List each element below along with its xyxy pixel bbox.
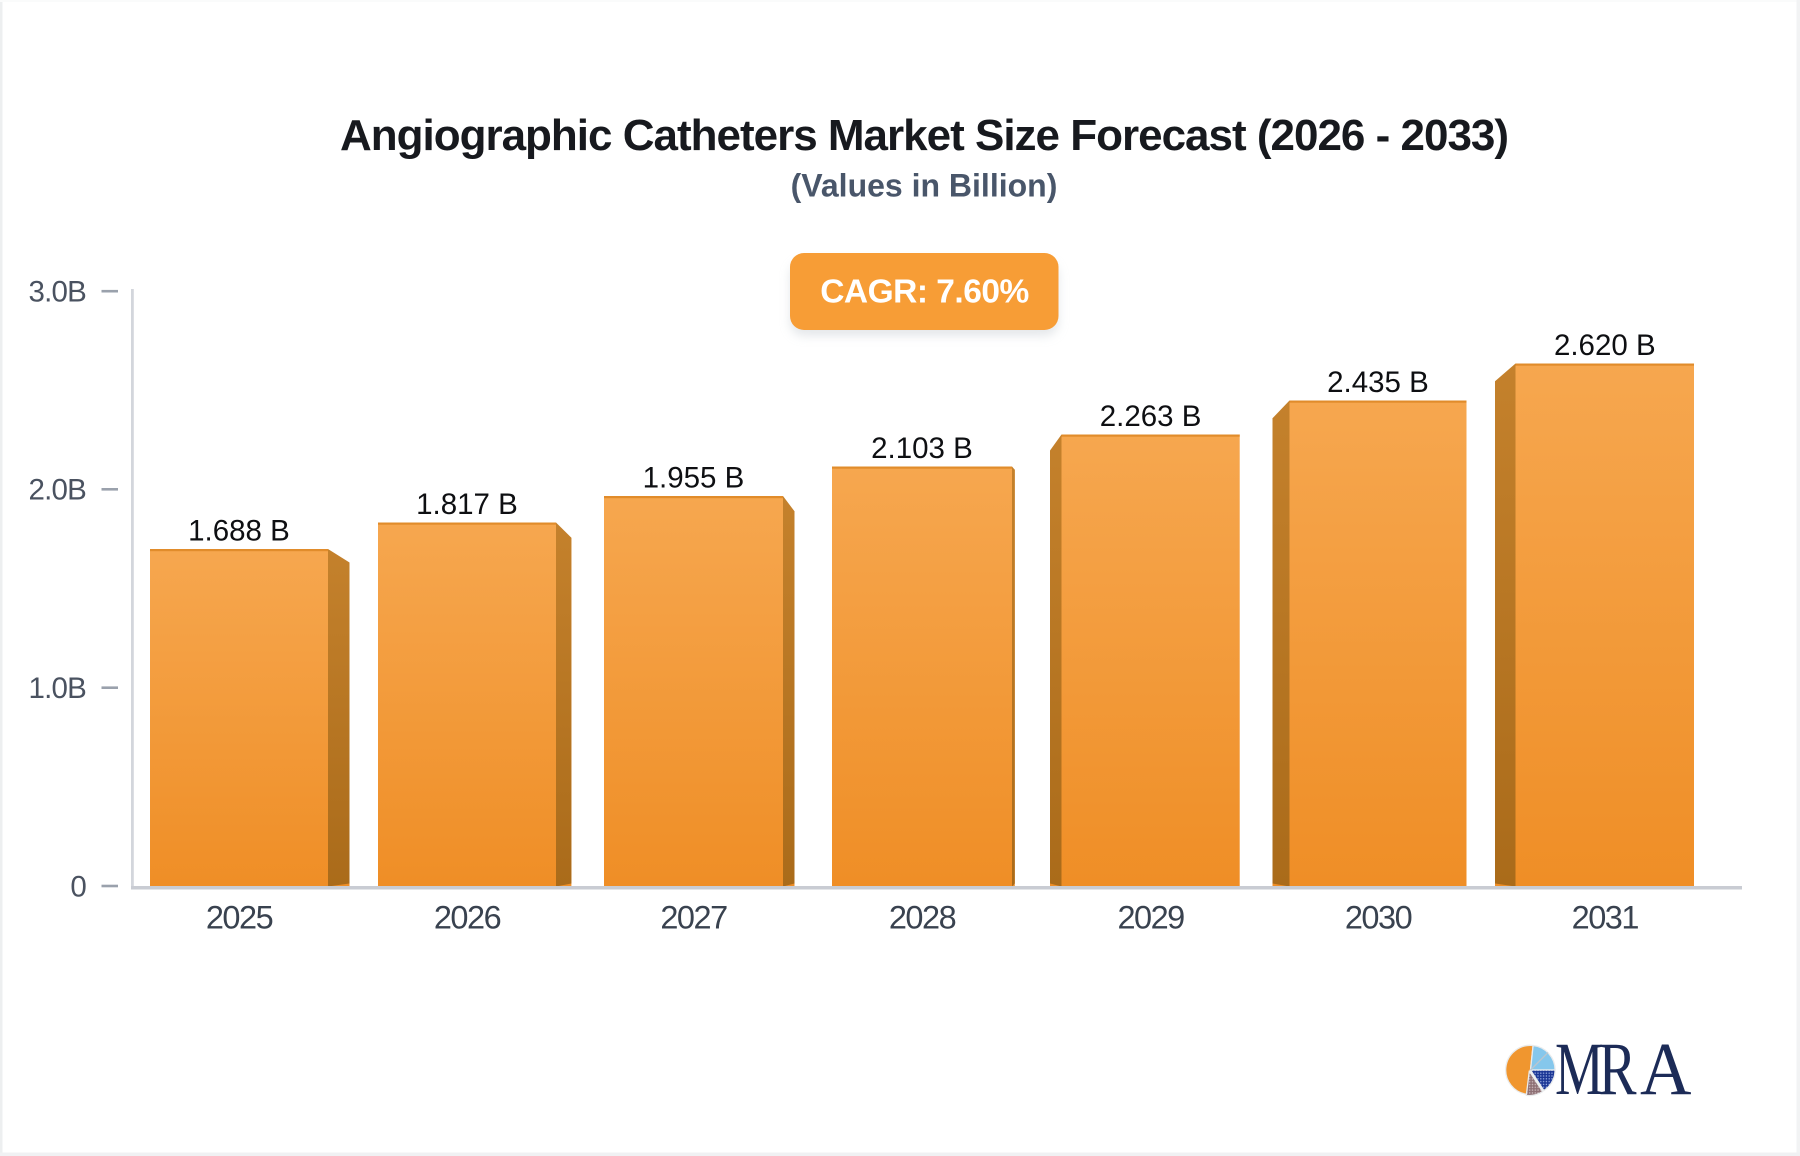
svg-text:2.263 B: 2.263 B — [1100, 400, 1202, 433]
svg-text:2026: 2026 — [434, 900, 501, 936]
svg-text:Angiographic Catheters Market: Angiographic Catheters Market Size Forec… — [340, 111, 1508, 160]
svg-text:2030: 2030 — [1345, 900, 1412, 936]
svg-text:R: R — [1599, 1029, 1638, 1111]
svg-text:1.688 B: 1.688 B — [188, 515, 290, 548]
svg-text:1.955 B: 1.955 B — [643, 462, 745, 495]
svg-text:M: M — [1555, 1028, 1604, 1111]
svg-text:2.0B: 2.0B — [29, 474, 87, 507]
svg-text:(Values in Billion): (Values in Billion) — [791, 168, 1058, 204]
svg-text:3.0B: 3.0B — [29, 276, 87, 309]
svg-text:CAGR: 7.60%: CAGR: 7.60% — [820, 273, 1029, 310]
svg-text:0: 0 — [70, 870, 86, 903]
svg-text:A: A — [1640, 1027, 1692, 1110]
svg-text:2028: 2028 — [889, 900, 956, 936]
svg-text:2031: 2031 — [1572, 900, 1639, 936]
svg-text:2025: 2025 — [206, 900, 273, 936]
svg-text:1.0B: 1.0B — [29, 672, 87, 705]
svg-text:2027: 2027 — [660, 900, 727, 936]
svg-text:2029: 2029 — [1117, 900, 1184, 936]
svg-text:2.435 B: 2.435 B — [1327, 366, 1429, 399]
svg-text:2.103 B: 2.103 B — [871, 432, 973, 465]
svg-text:2.620 B: 2.620 B — [1554, 329, 1656, 362]
svg-text:1.817 B: 1.817 B — [416, 488, 518, 521]
